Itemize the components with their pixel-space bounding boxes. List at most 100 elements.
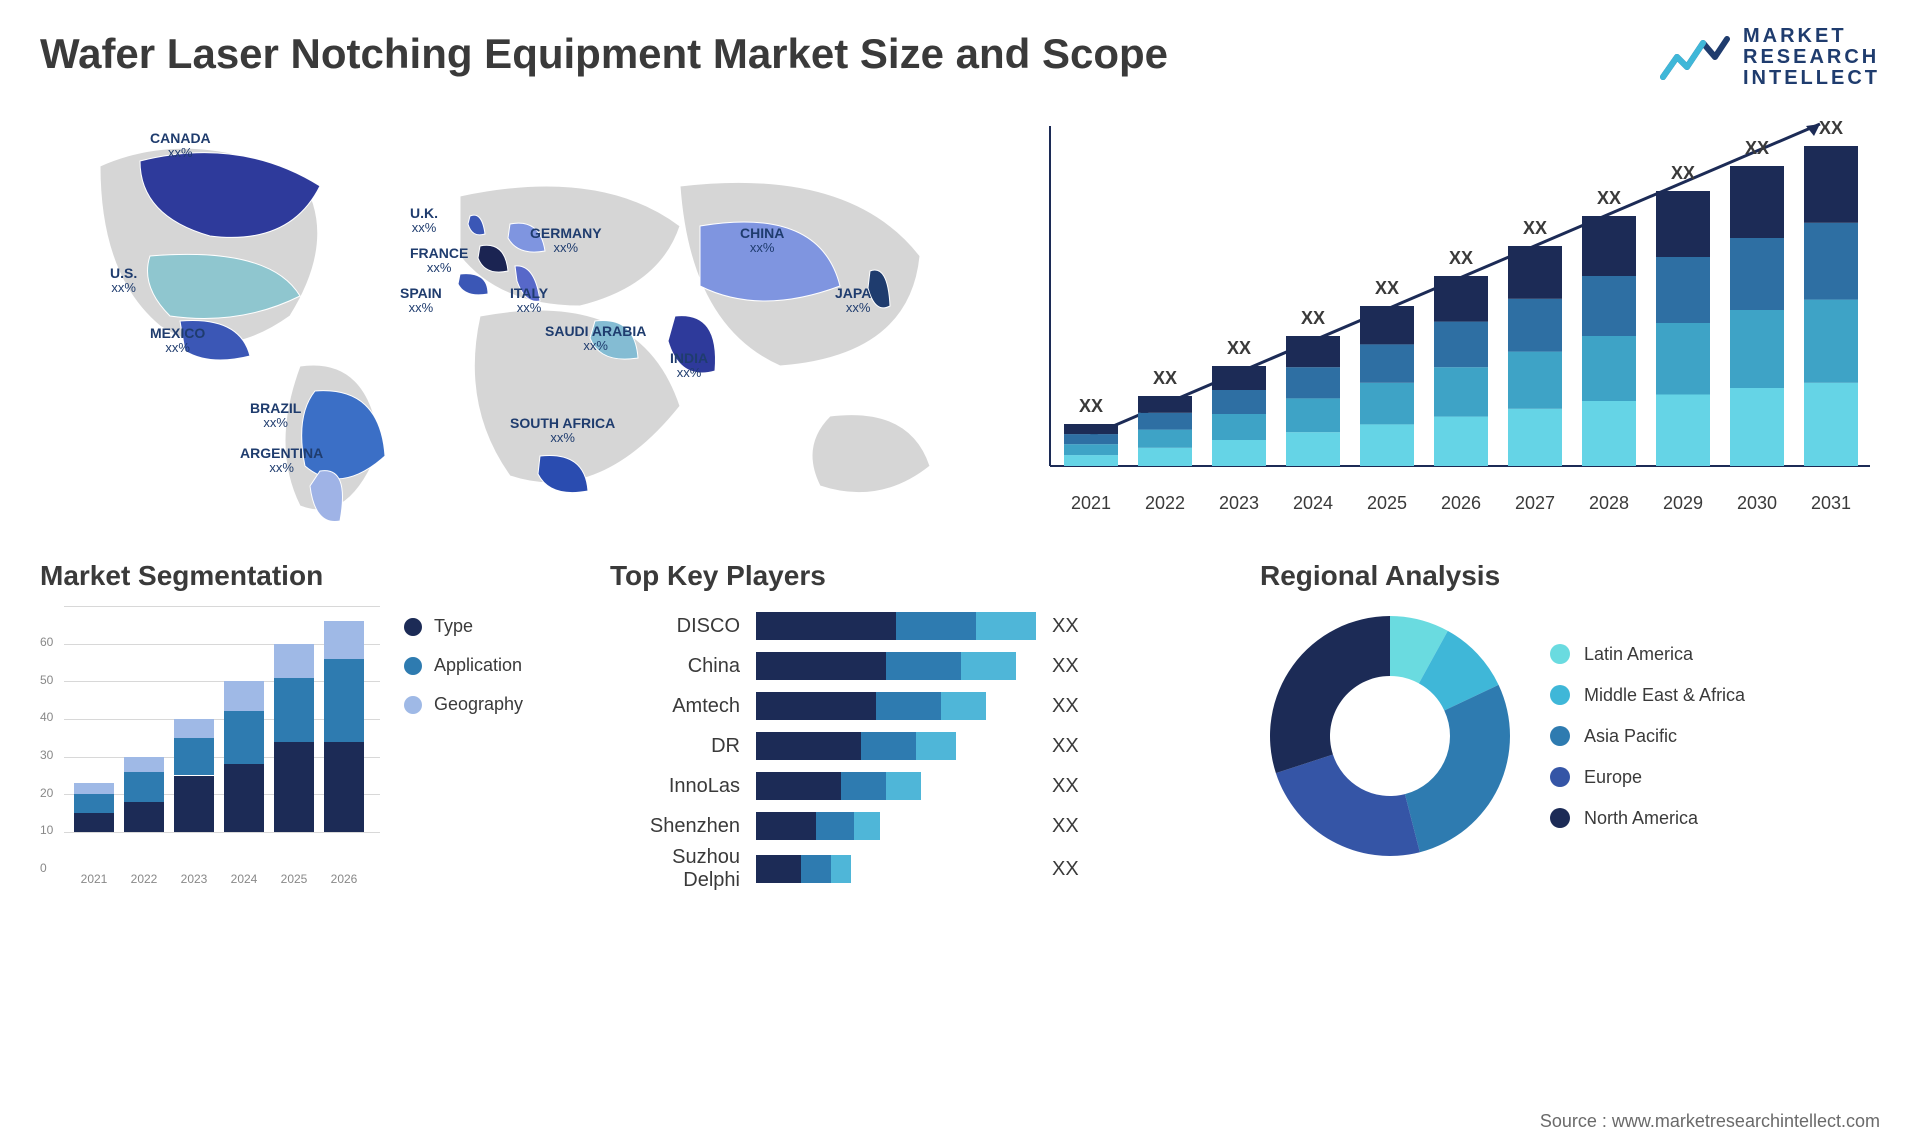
legend-label: Type [434, 616, 473, 637]
legend-swatch-icon [1550, 767, 1570, 787]
player-bar [756, 772, 1036, 800]
player-bar-segment [756, 612, 896, 640]
growth-bar-value: XX [1153, 368, 1177, 389]
player-bar-segment [756, 652, 886, 680]
region-legend-item: Middle East & Africa [1550, 685, 1745, 706]
seg-bar-segment [224, 711, 264, 764]
player-bar-segment [756, 692, 876, 720]
logo-line2: RESEARCH [1743, 47, 1880, 68]
legend-swatch-icon [1550, 685, 1570, 705]
seg-bar-segment [124, 802, 164, 832]
map-label: U.K.xx% [410, 206, 438, 236]
world-map-icon [40, 106, 980, 526]
player-row: DISCOXX [610, 606, 1230, 646]
player-bar-segment [756, 812, 816, 840]
player-bar [756, 692, 1036, 720]
segmentation-chart: 0102030405060202120222023202420252026 [40, 606, 380, 886]
segmentation-legend: Type Application Geography [404, 616, 523, 886]
player-bar-segment [896, 612, 976, 640]
growth-bar-value: XX [1375, 278, 1399, 299]
seg-bar-segment [274, 742, 314, 832]
growth-x-label: 2022 [1145, 493, 1185, 514]
page-title: Wafer Laser Notching Equipment Market Si… [40, 30, 1168, 78]
map-label: GERMANYxx% [530, 226, 602, 256]
seg-xlabel: 2021 [81, 872, 108, 886]
player-name: China [610, 655, 740, 678]
logo-mark-icon [1659, 33, 1731, 83]
player-bar [756, 612, 1036, 640]
player-value: XX [1052, 615, 1112, 638]
player-bar-segment [841, 772, 886, 800]
map-label: CANADAxx% [150, 131, 211, 161]
seg-bar-segment [74, 794, 114, 813]
player-bar-segment [861, 732, 916, 760]
logo-line3: INTELLECT [1743, 68, 1880, 89]
seg-ytick: 50 [40, 673, 53, 687]
player-value: XX [1052, 775, 1112, 798]
growth-bar-value: XX [1671, 163, 1695, 184]
growth-x-label: 2028 [1589, 493, 1629, 514]
legend-swatch-icon [404, 618, 422, 636]
player-row: DRXX [610, 726, 1230, 766]
player-value: XX [1052, 815, 1112, 838]
player-bar-segment [876, 692, 941, 720]
seg-ytick: 10 [40, 823, 53, 837]
seg-ytick: 60 [40, 635, 53, 649]
player-bar-segment [831, 855, 851, 883]
seg-xlabel: 2026 [331, 872, 358, 886]
map-label: SOUTH AFRICAxx% [510, 416, 615, 446]
seg-bar-segment [324, 621, 364, 659]
growth-x-label: 2024 [1293, 493, 1333, 514]
player-name: Shenzhen [610, 815, 740, 838]
legend-swatch-icon [1550, 808, 1570, 828]
growth-bar-value: XX [1597, 188, 1621, 209]
regional-title: Regional Analysis [1260, 560, 1880, 592]
regional-panel: Regional Analysis Latin AmericaMiddle Ea… [1260, 560, 1880, 886]
player-row: AmtechXX [610, 686, 1230, 726]
legend-label: Geography [434, 694, 523, 715]
seg-bar-segment [124, 772, 164, 802]
player-value: XX [1052, 735, 1112, 758]
map-label: INDIAxx% [670, 351, 708, 381]
legend-label: North America [1584, 808, 1698, 829]
growth-x-label: 2026 [1441, 493, 1481, 514]
map-label: ARGENTINAxx% [240, 446, 323, 476]
seg-legend-item: Application [404, 655, 523, 676]
legend-label: Middle East & Africa [1584, 685, 1745, 706]
map-label: SAUDI ARABIAxx% [545, 324, 646, 354]
legend-label: Europe [1584, 767, 1642, 788]
map-label: MEXICOxx% [150, 326, 205, 356]
growth-bar-value: XX [1227, 338, 1251, 359]
map-label: BRAZILxx% [250, 401, 301, 431]
seg-bar-segment [74, 783, 114, 794]
player-bar [756, 732, 1036, 760]
seg-bar-segment [274, 644, 314, 678]
map-label: ITALYxx% [510, 286, 548, 316]
player-bar-segment [756, 772, 841, 800]
legend-swatch-icon [1550, 644, 1570, 664]
seg-xlabel: 2025 [281, 872, 308, 886]
legend-swatch-icon [404, 657, 422, 675]
player-value: XX [1052, 858, 1112, 881]
seg-bar-segment [224, 681, 264, 711]
player-row: ChinaXX [610, 646, 1230, 686]
map-label: CHINAxx% [740, 226, 784, 256]
growth-bar-value: XX [1301, 308, 1325, 329]
world-map-panel: CANADAxx%U.S.xx%MEXICOxx%BRAZILxx%ARGENT… [40, 106, 980, 526]
player-name: Suzhou Delphi [610, 846, 740, 892]
map-label: JAPANxx% [835, 286, 881, 316]
seg-bar-segment [174, 776, 214, 833]
growth-x-label: 2027 [1515, 493, 1555, 514]
growth-x-label: 2023 [1219, 493, 1259, 514]
growth-x-label: 2029 [1663, 493, 1703, 514]
growth-x-label: 2021 [1071, 493, 1111, 514]
seg-xlabel: 2022 [131, 872, 158, 886]
player-bar-segment [816, 812, 854, 840]
player-name: Amtech [610, 695, 740, 718]
players-title: Top Key Players [610, 560, 1230, 592]
growth-bar-value: XX [1819, 118, 1843, 139]
player-bar-segment [916, 732, 956, 760]
growth-bar-value: XX [1523, 218, 1547, 239]
player-bar-segment [961, 652, 1016, 680]
player-bar-segment [756, 732, 861, 760]
